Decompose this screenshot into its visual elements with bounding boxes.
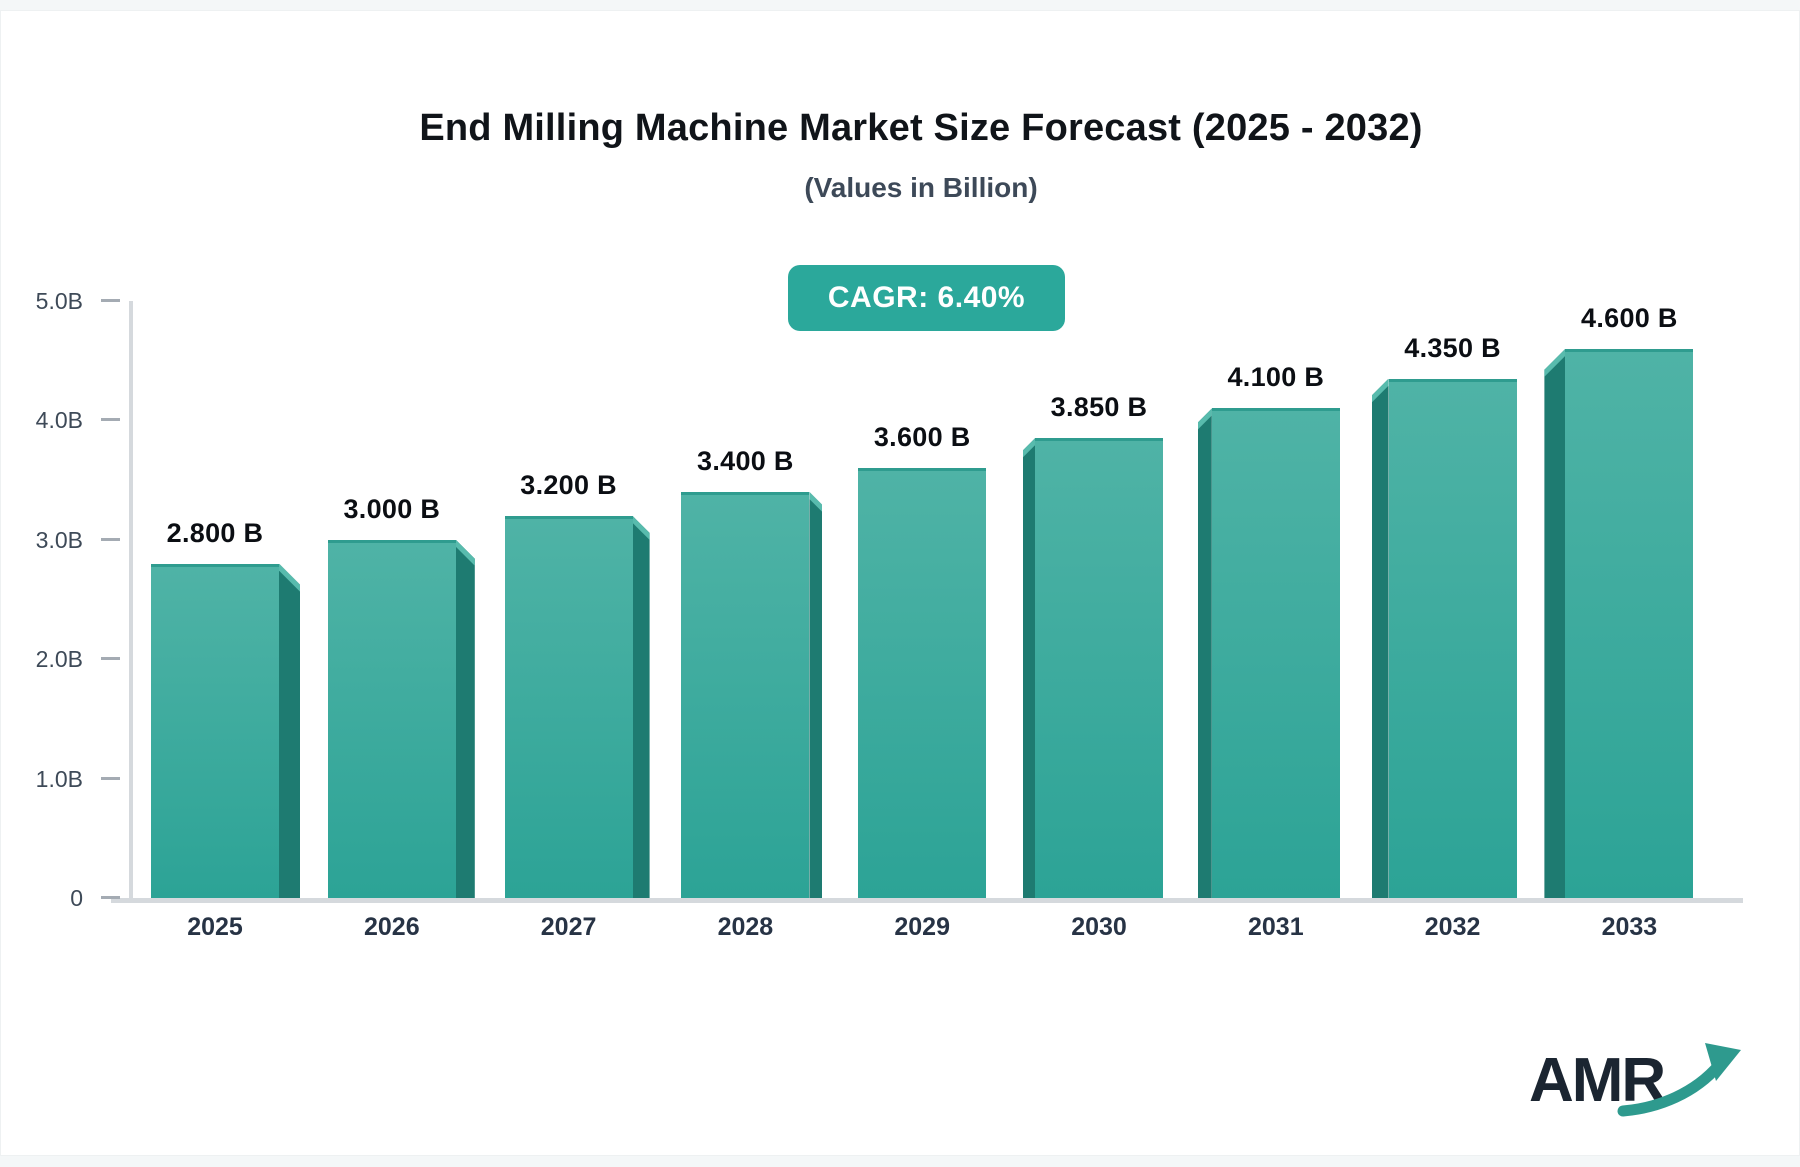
cagr-badge-label: CAGR: 6.40% [827,281,1026,314]
bar-2031 [1211,408,1340,898]
bar-side-2031 [1197,408,1212,898]
bar-value-label: 2.800 B [166,517,264,548]
amr-logo: AMR [1529,1037,1741,1127]
x-tick-label: 2028 [717,913,774,941]
bar-side-2033 [1544,348,1566,898]
bar-2027 [504,515,633,898]
bar-side-2026 [455,539,475,898]
bar-value-label: 3.850 B [1050,392,1148,423]
chart-header: End Milling Machine Market Size Forecast… [41,11,1800,204]
bar-side-2025 [279,563,300,898]
bar-2026 [327,539,456,898]
x-tick-label: 2033 [1601,913,1658,941]
bar-value-label: 3.400 B [697,446,794,477]
bar-2029 [858,468,987,898]
bar-2032 [1388,378,1517,898]
amr-logo-arrow-icon [1617,1043,1741,1117]
bar-value-label: 3.000 B [343,493,441,524]
plot-area: 5.0B 4.0B 3.0B 2.0B 1.0B 0 2.800 B 2025 3.000 B 2… [1,11,1800,1167]
bar-side-2030 [1023,438,1035,898]
y-axis-tick-mark [101,418,120,422]
x-tick-label: 2025 [187,913,243,941]
y-axis-line [129,301,133,900]
y-axis-tick-label: 4.0B [35,407,83,434]
bar-2030 [1035,438,1163,898]
y-axis-tick-label: 5.0B [35,288,83,314]
cagr-badge: CAGR: 6.40% [788,265,1065,331]
bar-value-label: 4.100 B [1227,362,1325,393]
bar-value-label: 3.600 B [873,422,971,453]
y-axis-tick-mark [101,776,120,780]
chart-title: End Milling Machine Market Size Forecast… [419,107,1423,149]
x-tick-label: 2029 [894,913,950,941]
bar-side-2027 [632,515,650,898]
x-tick-label: 2030 [1071,913,1127,941]
y-axis-tick-mark [101,896,120,899]
bar-value-label: 4.350 B [1404,332,1501,363]
bar-side-2028 [809,492,823,898]
bar-side-2032 [1371,378,1389,898]
x-tick-label: 2032 [1424,913,1481,941]
bar-2028 [681,492,810,898]
y-axis-tick-label: 3.0B [35,526,83,553]
chart-card: End Milling Machine Market Size Forecast… [0,10,1800,1156]
y-axis-tick-mark [101,299,120,302]
chart-subtitle: (Values in Billion) [804,172,1038,203]
y-axis-tick-label: 2.0B [35,646,83,673]
x-tick-label: 2031 [1247,913,1304,941]
x-tick-label: 2027 [540,913,597,941]
y-axis-tick-label: 0 [70,885,83,911]
y-axis-tick-mark [101,657,120,661]
bar-value-label: 3.200 B [520,469,617,500]
bar-value-label: 4.600 B [1581,302,1678,333]
bar-2025 [151,563,279,898]
bar-2033 [1565,348,1694,898]
x-tick-label: 2026 [363,913,420,941]
y-axis-tick-label: 1.0B [35,765,83,792]
x-axis-line [111,898,1743,903]
y-axis-tick-mark [101,537,120,541]
